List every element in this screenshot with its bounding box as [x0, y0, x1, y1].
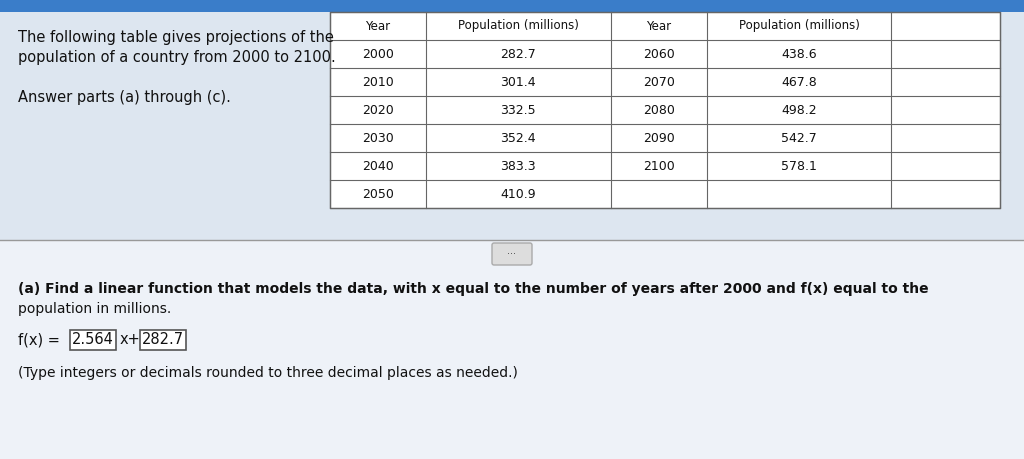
- Text: 498.2: 498.2: [781, 103, 817, 117]
- Text: 2030: 2030: [362, 131, 394, 145]
- Text: Answer parts (a) through (c).: Answer parts (a) through (c).: [18, 90, 230, 105]
- Text: 578.1: 578.1: [781, 159, 817, 173]
- Text: 410.9: 410.9: [501, 187, 537, 201]
- Text: x+: x+: [120, 332, 140, 347]
- Text: 2040: 2040: [362, 159, 394, 173]
- Text: f(x) =: f(x) =: [18, 332, 59, 347]
- Text: 2020: 2020: [362, 103, 394, 117]
- Bar: [70, 330, 116, 350]
- Text: 352.4: 352.4: [501, 131, 537, 145]
- Bar: [0, 0, 1024, 12]
- Text: (Type integers or decimals rounded to three decimal places as needed.): (Type integers or decimals rounded to th…: [18, 366, 518, 380]
- Text: The following table gives projections of the: The following table gives projections of…: [18, 30, 334, 45]
- Text: population in millions.: population in millions.: [18, 302, 171, 316]
- Text: Year: Year: [646, 19, 671, 33]
- Text: 282.7: 282.7: [142, 332, 184, 347]
- Text: 2070: 2070: [643, 75, 675, 89]
- Text: 2090: 2090: [643, 131, 675, 145]
- Text: 2000: 2000: [361, 47, 394, 61]
- Text: 332.5: 332.5: [501, 103, 537, 117]
- Text: 438.6: 438.6: [781, 47, 817, 61]
- Text: 2100: 2100: [643, 159, 675, 173]
- Text: 467.8: 467.8: [781, 75, 817, 89]
- Text: Population (millions): Population (millions): [738, 19, 859, 33]
- Text: 2050: 2050: [361, 187, 394, 201]
- Text: 2.564: 2.564: [72, 332, 114, 347]
- Text: ···: ···: [508, 249, 516, 259]
- Text: population of a country from 2000 to 2100.: population of a country from 2000 to 210…: [18, 50, 336, 65]
- Bar: [0, 12, 1024, 240]
- Text: 2010: 2010: [362, 75, 394, 89]
- Text: 2080: 2080: [643, 103, 675, 117]
- Text: 542.7: 542.7: [781, 131, 817, 145]
- Text: Year: Year: [366, 19, 390, 33]
- FancyBboxPatch shape: [492, 243, 532, 265]
- Text: 282.7: 282.7: [501, 47, 537, 61]
- Bar: [140, 330, 186, 350]
- Bar: [0, 240, 1024, 459]
- Text: 383.3: 383.3: [501, 159, 537, 173]
- Text: 2060: 2060: [643, 47, 675, 61]
- Bar: [330, 12, 1000, 208]
- Text: (a) Find a linear function that models the data, with x equal to the number of y: (a) Find a linear function that models t…: [18, 282, 929, 296]
- Text: Population (millions): Population (millions): [458, 19, 579, 33]
- Text: 301.4: 301.4: [501, 75, 537, 89]
